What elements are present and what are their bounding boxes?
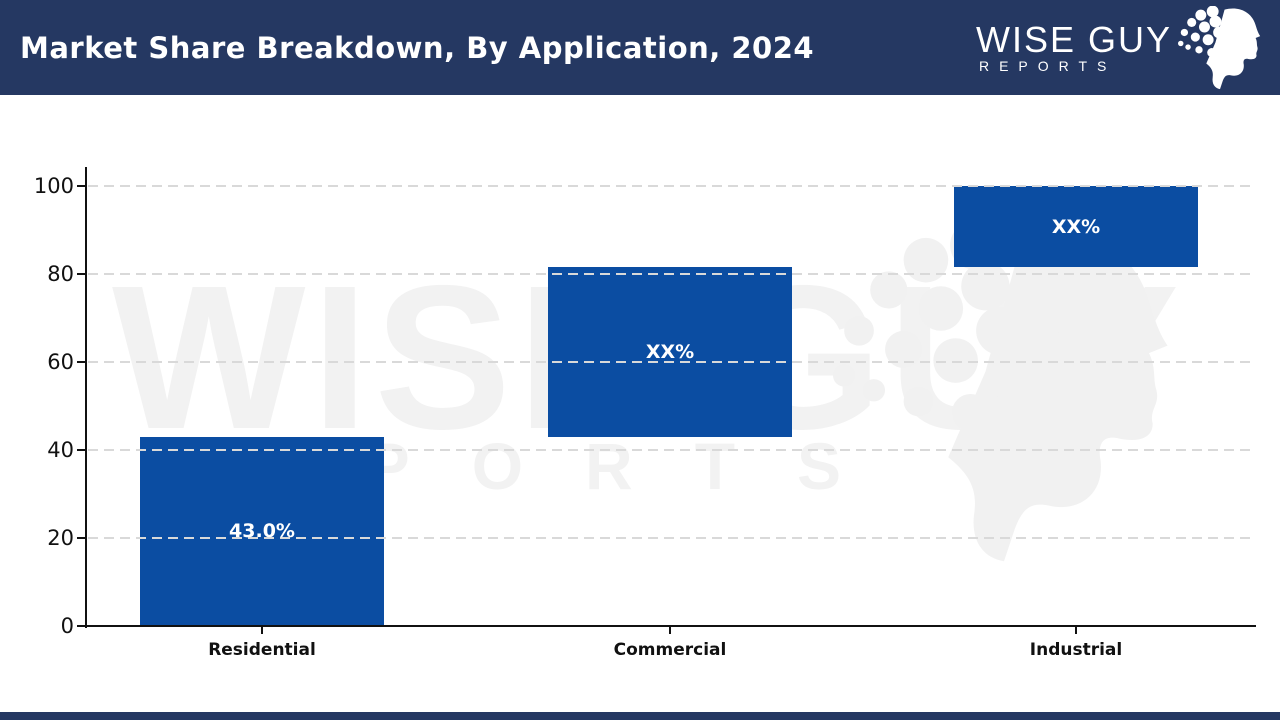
- brand-logo: WISE GUY REPORTS: [975, 5, 1266, 90]
- axis-layer: 0 20 40 60 80 100 Residential Commercial Industr…: [0, 95, 1280, 712]
- watermark-dotted-head-icon: [833, 223, 1168, 562]
- bar-value-label-residential: 43.0%: [229, 520, 295, 543]
- chart-area: WISE GUY REPORTS 0 20 40 60 80 100 Residential…: [0, 95, 1280, 712]
- brand-name: WISE GUY: [975, 18, 1172, 60]
- footer-bar: [0, 712, 1280, 720]
- x-axis-spine: [85, 625, 1256, 627]
- bar-industrial: [954, 186, 1198, 268]
- brand-subtitle: REPORTS: [978, 58, 1117, 75]
- y-tick-80: [77, 273, 85, 275]
- gridline-80: [88, 273, 1256, 275]
- header-bar: Market Share Breakdown, By Application, …: [0, 0, 1280, 95]
- x-tick-label-residential: Residential: [208, 640, 316, 660]
- y-tick-label-80: 80: [47, 262, 74, 286]
- y-tick-label-40: 40: [47, 438, 74, 462]
- gridline-100: [88, 185, 1256, 187]
- y-tick-60: [77, 361, 85, 363]
- grid-layer: [0, 95, 1280, 712]
- y-tick-label-60: 60: [47, 350, 74, 374]
- page-title: Market Share Breakdown, By Application, …: [20, 30, 815, 65]
- bar-commercial: [548, 267, 792, 437]
- x-tick-label-commercial: Commercial: [613, 640, 727, 660]
- x-tick-label-industrial: Industrial: [1029, 640, 1123, 660]
- x-tick-residential: [261, 627, 263, 634]
- y-tick-label-100: 100: [33, 174, 74, 198]
- y-tick-100: [77, 185, 85, 187]
- dotted-head-logo-icon: [1178, 5, 1261, 89]
- y-tick-0: [77, 625, 85, 627]
- gridline-40: [88, 449, 1256, 451]
- y-axis-spine: [85, 167, 87, 628]
- y-tick-label-0: 0: [60, 614, 74, 638]
- gridline-20: [88, 537, 1256, 539]
- x-tick-commercial: [669, 627, 671, 634]
- brand-logo-text: WISE GUY REPORTS: [975, 18, 1172, 75]
- bars-layer: [0, 95, 1280, 712]
- gridline-60: [88, 361, 1256, 363]
- bar-residential: [140, 436, 384, 626]
- y-tick-40: [77, 449, 85, 451]
- x-tick-industrial: [1075, 627, 1077, 634]
- y-tick-20: [77, 537, 85, 539]
- bar-value-label-industrial: XX%: [1051, 215, 1101, 238]
- bar-value-label-commercial: XX%: [645, 341, 695, 364]
- y-tick-label-20: 20: [47, 526, 74, 550]
- label-layer: 43.0% XX% XX%: [0, 95, 1280, 712]
